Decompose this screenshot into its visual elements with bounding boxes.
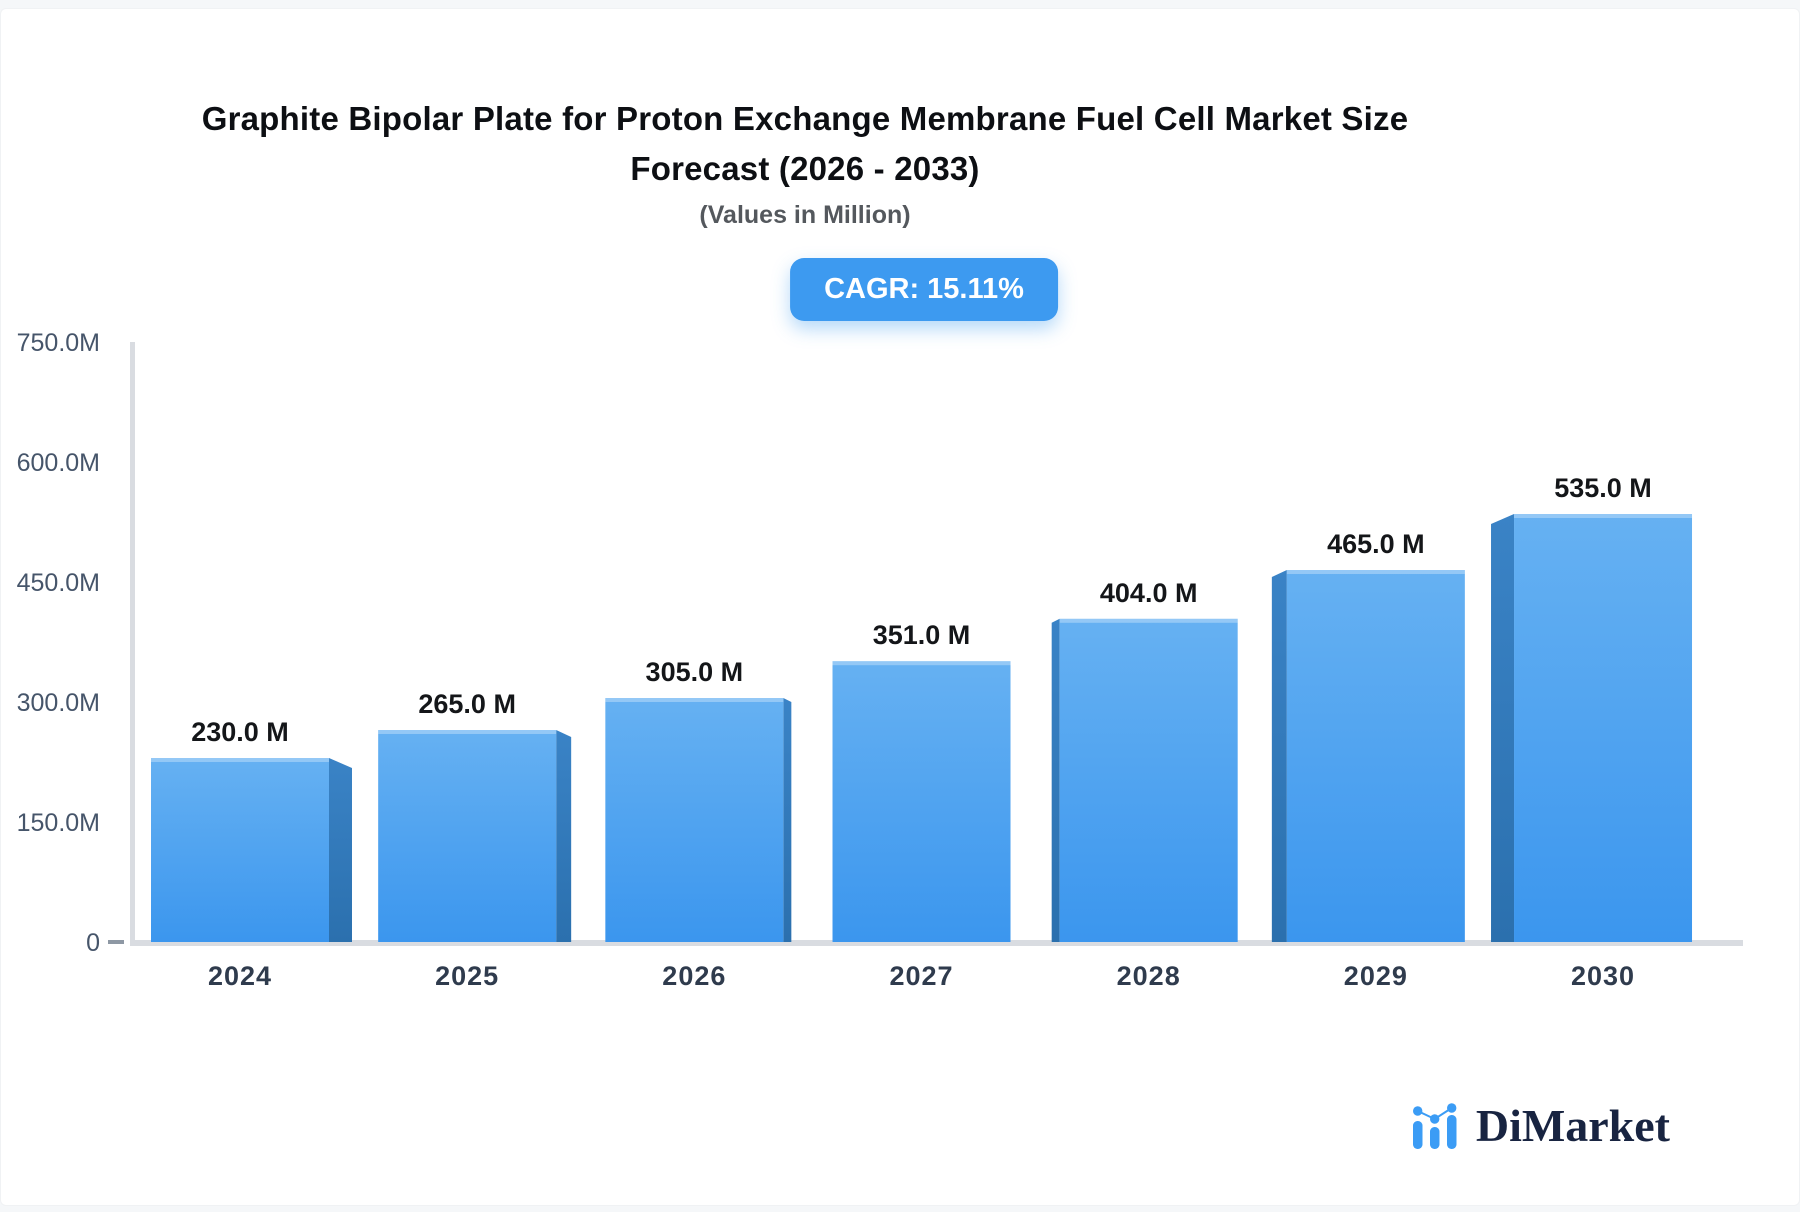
brand-name: DiMarket	[1475, 1100, 1670, 1151]
bar-chart-logo-icon	[1412, 1102, 1457, 1149]
bar-2029: 465.0 M 2029	[1271, 529, 1465, 991]
bar-value-label: 535.0 M	[1554, 473, 1652, 503]
bar-top-highlight	[151, 758, 329, 762]
chart-title-line2: Forecast (2026 - 2033)	[630, 150, 980, 187]
bar-2028: 404.0 M 2028	[1051, 578, 1238, 991]
x-tick-label: 2027	[889, 961, 953, 991]
bar-value-label: 404.0 M	[1100, 578, 1198, 608]
chart-subtitle: (Values in Million)	[699, 201, 911, 229]
chart-title-line1: Graphite Bipolar Plate for Proton Exchan…	[201, 100, 1409, 137]
bar-value-label: 465.0 M	[1327, 529, 1425, 559]
bar-2025: 265.0 M 2025	[378, 689, 572, 991]
bar-top-highlight	[378, 730, 557, 734]
bar-side-face	[1051, 618, 1060, 942]
bar-top-highlight	[832, 661, 1011, 666]
y-tick-label: 600.0M	[17, 449, 100, 477]
bar-value-label: 351.0 M	[873, 620, 971, 650]
bar-front-face	[605, 698, 784, 942]
bar-front-face	[378, 730, 557, 942]
bar-value-label: 230.0 M	[191, 717, 289, 747]
chart-header: Graphite Bipolar Plate for Proton Exchan…	[0, 94, 1610, 230]
bar-side-face	[556, 730, 572, 942]
bar-2026: 305.0 M 2026	[605, 657, 792, 991]
bar-side-face	[783, 698, 792, 942]
x-tick-label: 2028	[1117, 961, 1181, 991]
x-tick-label: 2030	[1571, 961, 1635, 991]
y-tick-label: 750.0M	[17, 329, 100, 357]
bar-value-label: 265.0 M	[418, 689, 516, 719]
bar-value-label: 305.0 M	[646, 657, 744, 687]
x-axis-line	[130, 940, 1743, 946]
bar-top-highlight	[1286, 570, 1465, 574]
bar-2027: 351.0 M 2027	[832, 620, 1011, 991]
bar-front-face	[1514, 514, 1693, 942]
cagr-badge: CAGR: 15.11%	[790, 258, 1058, 321]
bar-top-highlight	[1514, 514, 1693, 518]
bar-side-face	[329, 758, 352, 942]
x-tick-label: 2026	[662, 961, 726, 991]
y-tick-label: 450.0M	[17, 569, 100, 597]
bar-side-face	[1491, 514, 1515, 942]
brand-logo: DiMarket	[1412, 1099, 1670, 1152]
y-axis-line	[130, 342, 135, 946]
y-tick-label: 0	[86, 929, 100, 957]
bar-front-face	[1059, 618, 1238, 942]
y-tick-label: 300.0M	[17, 689, 100, 717]
bar-front-face	[832, 661, 1011, 942]
bar-front-face	[151, 758, 329, 942]
zero-tick-dash	[108, 940, 124, 944]
bar-2024: 230.0 M 2024	[151, 717, 352, 991]
bar-top-highlight	[1059, 618, 1238, 623]
y-tick-label: 150.0M	[17, 809, 100, 837]
x-tick-label: 2025	[435, 961, 499, 991]
x-tick-label: 2029	[1344, 961, 1408, 991]
x-tick-label: 2024	[208, 961, 272, 991]
bar-top-highlight	[605, 698, 784, 702]
bar-front-face	[1286, 570, 1465, 942]
bar-side-face	[1271, 570, 1287, 942]
bar-2030: 535.0 M 2030	[1491, 473, 1693, 991]
